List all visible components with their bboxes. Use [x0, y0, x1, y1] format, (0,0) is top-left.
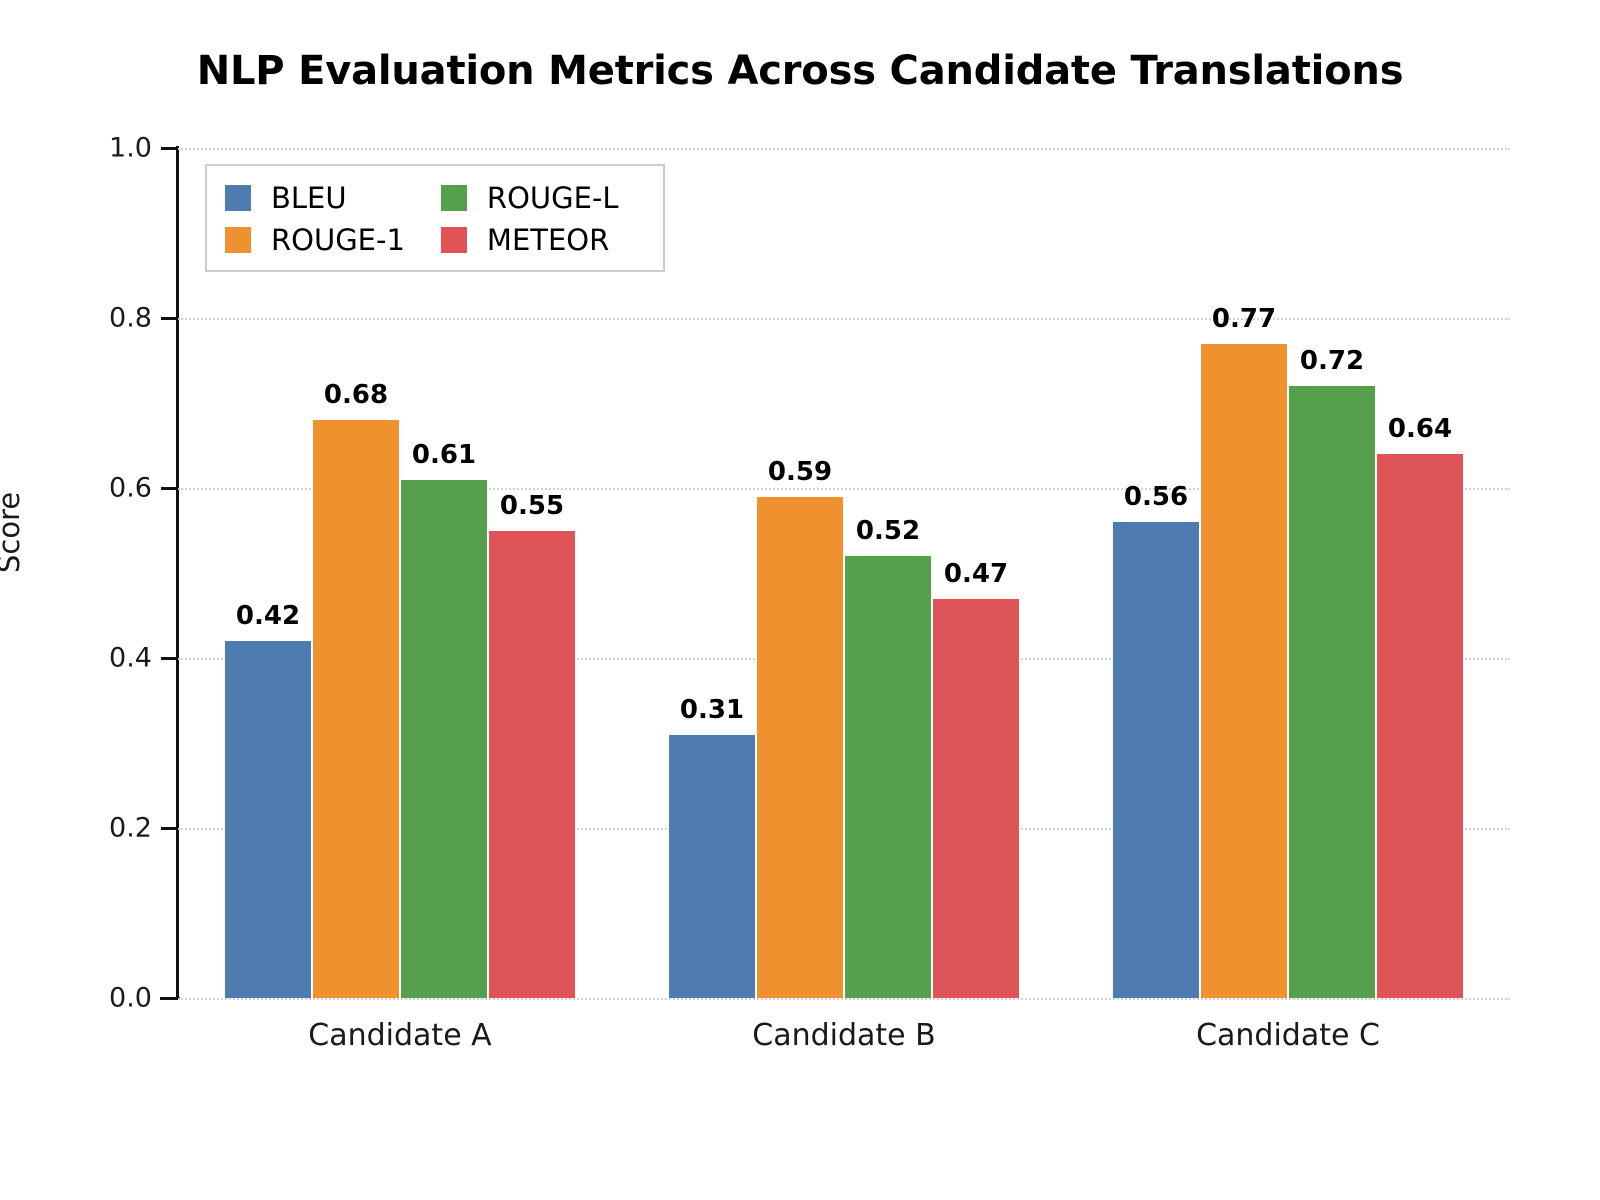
gridline — [178, 998, 1510, 1000]
bar-value-label: 0.42 — [235, 601, 301, 631]
bar-value-label: 0.52 — [855, 516, 921, 546]
bar[interactable] — [845, 556, 931, 998]
gridline — [178, 488, 1510, 490]
bar-value-label: 0.31 — [679, 694, 745, 725]
bar[interactable] — [1289, 386, 1375, 998]
legend-label: ROUGE-1 — [271, 223, 405, 257]
bar-value-label: 0.55 — [499, 490, 565, 521]
bar-value-label: 0.64 — [1387, 414, 1453, 444]
bar-value-label: 0.56 — [1123, 482, 1189, 512]
bar-value-label: 0.77 — [1211, 303, 1277, 334]
y-tick-label: 0.8 — [109, 302, 152, 334]
x-tick-label: Candidate C — [1196, 1018, 1380, 1053]
y-axis-spine — [176, 146, 179, 1000]
legend-swatch-icon — [225, 227, 251, 253]
legend-label: BLEU — [271, 181, 347, 215]
legend-item[interactable]: ROUGE-1 — [225, 220, 405, 260]
gridline — [178, 658, 1510, 660]
bar-value-label: 0.61 — [411, 439, 477, 470]
bar[interactable] — [669, 734, 755, 998]
bar-value-label: 0.72 — [1299, 346, 1365, 376]
legend-swatch-icon — [225, 185, 251, 211]
y-tick-label: 1.0 — [109, 132, 152, 164]
legend-item[interactable]: METEOR — [440, 220, 619, 260]
legend: BLEU ROUGE-L ROUGE-1 METEOR — [205, 164, 665, 272]
legend-swatch-icon — [440, 185, 467, 211]
y-tick-mark — [161, 147, 179, 150]
bar[interactable] — [1113, 522, 1199, 998]
legend-item[interactable]: BLEU — [225, 178, 405, 218]
bar[interactable] — [1201, 343, 1287, 998]
legend-label: METEOR — [486, 223, 610, 257]
y-tick-mark — [161, 997, 179, 1000]
y-tick-mark — [161, 317, 179, 320]
legend-item[interactable]: ROUGE-L — [440, 178, 619, 218]
y-tick-label: 0.6 — [109, 472, 152, 504]
y-tick-label: 0.2 — [109, 812, 152, 844]
bar[interactable] — [401, 479, 487, 998]
bar[interactable] — [1377, 454, 1463, 998]
gridline — [178, 828, 1510, 830]
legend-items: BLEU ROUGE-L ROUGE-1 METEOR — [225, 178, 619, 260]
bar-value-label: 0.47 — [943, 558, 1009, 589]
x-tick-label: Candidate A — [308, 1018, 492, 1053]
x-tick-label: Candidate B — [752, 1018, 936, 1053]
y-tick-mark — [161, 657, 179, 660]
y-tick-mark — [161, 827, 179, 830]
bar[interactable] — [489, 530, 575, 998]
y-tick-label: 0.4 — [109, 642, 152, 674]
legend-label: ROUGE-L — [486, 181, 619, 215]
chart-title: NLP Evaluation Metrics Across Candidate … — [196, 48, 1404, 94]
y-axis-label: Score — [0, 491, 26, 573]
bar[interactable] — [313, 420, 399, 998]
bar-value-label: 0.59 — [767, 456, 833, 487]
plot-area: 0.42 0.68 0.61 0.55 0.31 0.59 0.52 0.47 0.56 0.77… — [178, 148, 1510, 1000]
gridline — [178, 318, 1510, 320]
legend-swatch-icon — [440, 227, 467, 253]
bar-value-label: 0.68 — [323, 380, 389, 410]
bar[interactable] — [757, 496, 843, 998]
bar[interactable] — [225, 641, 311, 998]
y-tick-label: 0.0 — [109, 982, 152, 1014]
gridline — [178, 148, 1510, 150]
bar[interactable] — [933, 598, 1019, 998]
y-tick-mark — [161, 487, 179, 490]
